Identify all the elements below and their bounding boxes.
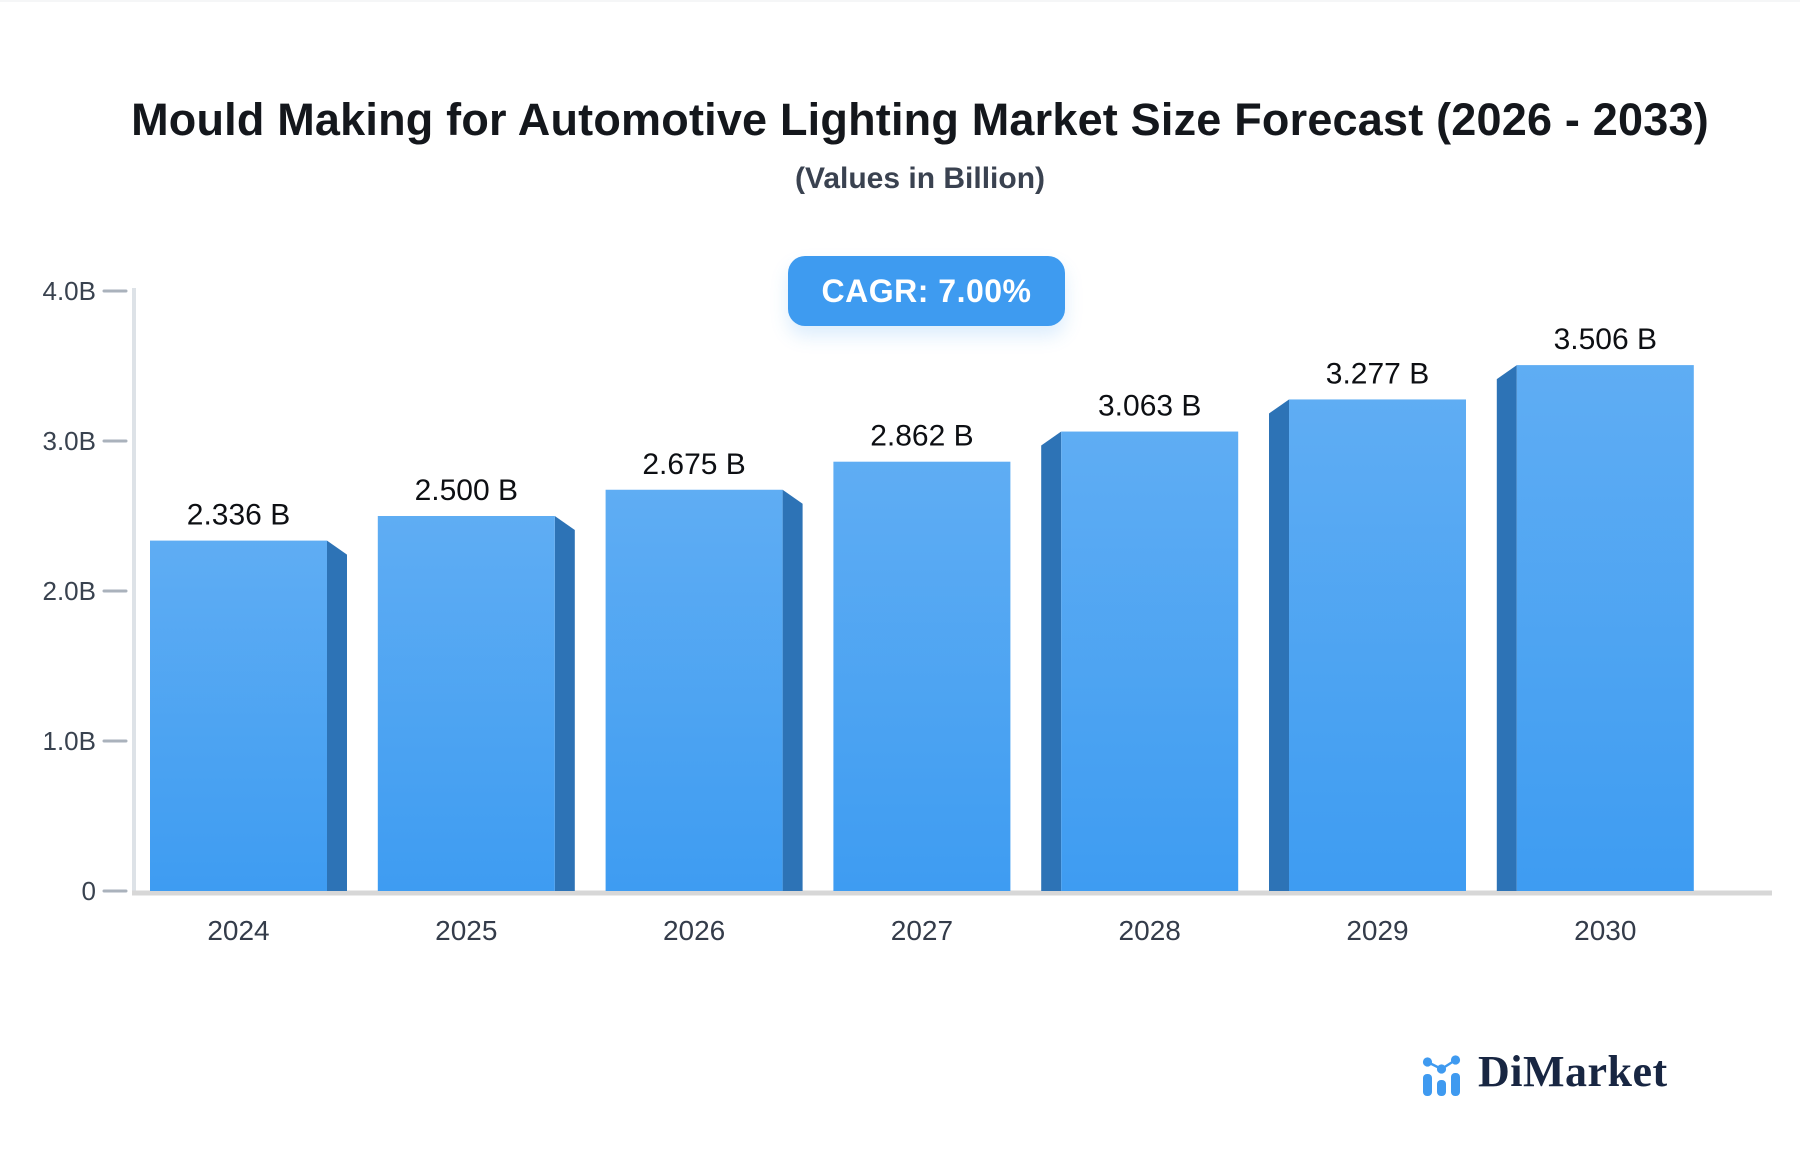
bar-2028 [1041,431,1239,891]
bar-2030 [1496,365,1694,892]
x-axis-label: 2029 [1346,915,1408,946]
bar-side-face [1269,399,1289,891]
y-axis: 4.0B 3.0B 2.0B 1.0B 0 [43,276,1772,906]
bar-value-label: 2.675 B [642,448,745,481]
bar-2024 [150,540,347,891]
y-tick-label: 0 [82,876,96,906]
bar-front-face [833,461,1011,891]
x-axis-label: 2027 [891,915,953,946]
x-axis-label: 2028 [1119,915,1181,946]
x-axis-label: 2026 [663,915,725,946]
bar-front-face [1289,399,1466,891]
bar-side-face [1041,431,1062,891]
y-tick-label: 3.0B [43,426,97,456]
y-tick-label: 2.0B [43,576,97,606]
bar-2029 [1269,399,1466,891]
bar-front-face [377,516,555,891]
bar-side-face [327,540,347,891]
brand-watermark: DiMarket [1421,1042,1668,1096]
bar-front-face [1061,431,1239,891]
bar-value-label: 3.277 B [1326,357,1429,390]
y-tick-label: 1.0B [43,726,97,756]
bar-side-face [1496,365,1517,892]
bar-value-label: 3.063 B [1098,390,1201,423]
x-axis-label: 2025 [435,915,497,946]
bar-side-face [554,516,575,891]
bar-front-face [1516,365,1694,892]
brand-name: DiMarket [1478,1047,1668,1096]
bar-front-face [605,489,783,891]
cagr-badge: CAGR: 7.00% [788,256,1065,326]
x-axis-label: 2024 [207,915,269,946]
cagr-badge-label: CAGR: 7.00% [821,272,1032,309]
bar-2026 [605,489,803,891]
bar-2027 [833,461,1011,891]
bar-value-label: 2.500 B [415,474,518,507]
bar-value-label: 2.336 B [187,499,290,532]
bar-2025 [377,516,575,891]
bar-value-label: 3.506 B [1554,323,1657,356]
bars-group [150,365,1694,892]
bar-chart-logo-icon [1422,1055,1461,1096]
x-axis-label: 2030 [1574,915,1636,946]
bar-side-face [782,489,803,891]
bar-front-face [150,540,327,891]
chart-title: Mould Making for Automotive Lighting Mar… [131,94,1709,145]
chart-subtitle: (Values in Billion) [794,162,1046,195]
bar-value-label: 2.862 B [870,420,973,453]
labels-group: 2.336 B 2024 2.500 B 2025 2.675 B 2026 2.862 B… [187,323,1657,946]
y-tick-label: 4.0B [43,276,97,306]
